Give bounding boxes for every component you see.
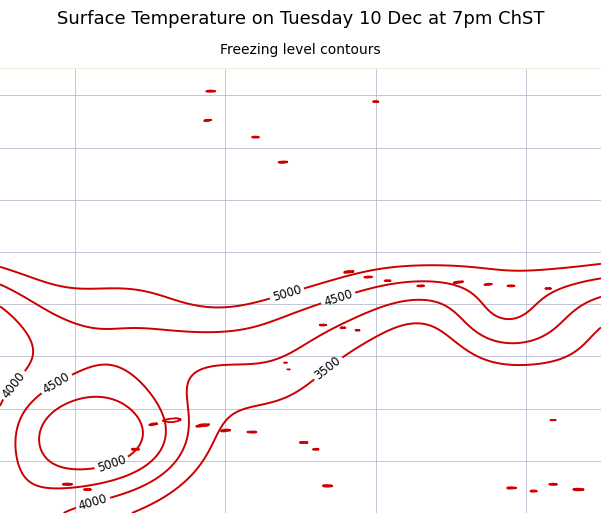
Text: 5000: 5000 [271,283,303,304]
Text: 4000: 4000 [0,369,28,401]
Text: 5000: 5000 [96,453,128,475]
Text: 4500: 4500 [322,287,354,308]
Text: 3500: 3500 [313,354,344,383]
Text: Surface Temperature on Tuesday 10 Dec at 7pm ChST: Surface Temperature on Tuesday 10 Dec at… [56,10,545,28]
Text: Freezing level contours: Freezing level contours [220,43,381,57]
Text: 4000: 4000 [77,492,109,513]
Text: 4500: 4500 [40,370,73,397]
